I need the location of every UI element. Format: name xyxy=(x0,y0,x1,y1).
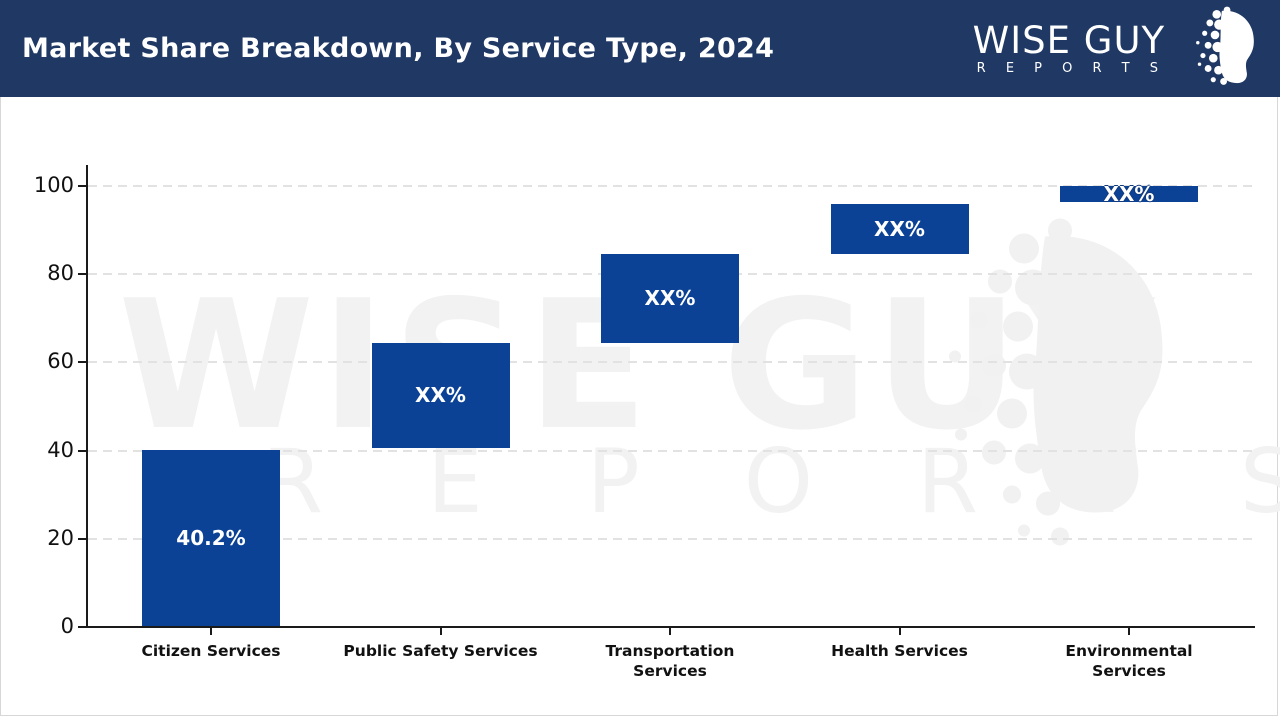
x-axis-line xyxy=(86,625,1255,628)
x-tick-mark xyxy=(669,627,671,635)
bar: 40.2% xyxy=(142,449,280,627)
brand-logo-text: WISE GUY R E P O R T S xyxy=(973,22,1166,75)
y-tick-label: 20 xyxy=(47,525,74,550)
y-tick-mark xyxy=(78,185,86,187)
brand-logo: WISE GUY R E P O R T S xyxy=(973,4,1258,94)
category-label: Environmental Services xyxy=(1065,642,1193,681)
bar: XX% xyxy=(601,254,739,343)
brand-name: WISE GUY xyxy=(972,19,1166,62)
x-tick-mark xyxy=(210,627,212,635)
bar-value-label: XX% xyxy=(415,383,466,408)
category-label: Transportation Services xyxy=(605,642,735,681)
y-tick-mark xyxy=(78,449,86,452)
watermark-head-icon xyxy=(880,200,1180,574)
bar-value-label: 40.2% xyxy=(176,526,246,551)
bar: XX% xyxy=(1060,182,1198,206)
y-tick-mark xyxy=(78,361,86,364)
y-tick-mark xyxy=(78,537,86,540)
y-tick-mark xyxy=(78,626,86,628)
brand-head-icon xyxy=(1172,4,1258,94)
gridline xyxy=(88,537,1253,540)
category-label: Public Safety Services xyxy=(343,642,538,660)
y-tick-label: 80 xyxy=(47,261,74,286)
brand-subname: R E P O R T S xyxy=(976,61,1166,76)
y-axis-line xyxy=(86,165,88,627)
y-tick-mark xyxy=(78,273,86,276)
x-tick-mark xyxy=(439,627,442,635)
y-tick-label: 0 xyxy=(60,614,74,639)
gridline xyxy=(88,361,1253,364)
y-tick-label: 60 xyxy=(47,349,74,374)
category-label: Citizen Services xyxy=(141,642,281,660)
bar-value-label: XX% xyxy=(644,286,696,311)
y-tick-label: 100 xyxy=(33,173,74,198)
bar-value-label: XX% xyxy=(1103,182,1155,207)
bar: XX% xyxy=(830,203,969,255)
gridline xyxy=(88,185,1253,187)
bar: XX% xyxy=(371,342,510,449)
chart-title: Market Share Breakdown, By Service Type,… xyxy=(22,33,775,64)
gridline xyxy=(88,449,1253,452)
x-tick-mark xyxy=(898,627,901,635)
header-bar: Market Share Breakdown, By Service Type,… xyxy=(0,0,1280,97)
bar-value-label: XX% xyxy=(874,217,925,241)
plot-area: 0 20 40 60 80 100 40.2% Citizen Services XX% Publ… xyxy=(34,165,1255,680)
x-tick-mark xyxy=(1128,627,1130,635)
category-label: Health Services xyxy=(831,642,968,660)
y-tick-label: 40 xyxy=(47,437,74,462)
